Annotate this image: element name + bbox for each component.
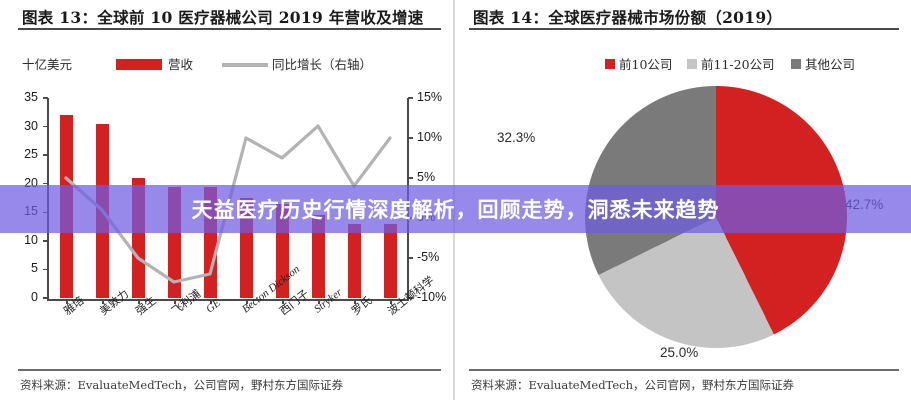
y-tick-label: 5 [31, 261, 38, 276]
legend-label-revenue: 营收 [168, 57, 194, 72]
pie-slice-value: 32.3% [497, 130, 536, 145]
chart-13-legend: 十亿美元 营收 同比增长（右轴） [0, 52, 453, 74]
footer-rule [469, 369, 899, 371]
legend-swatch [605, 59, 615, 69]
footer-rule [18, 369, 441, 371]
y2-tick-label: 5% [417, 170, 436, 184]
y-tick [43, 268, 48, 271]
chart-13-source: 资料来源：EvaluateMedTech，公司官网，野村东方国际证券 [20, 378, 343, 392]
y-tick [43, 154, 48, 156]
x-tick [354, 299, 356, 304]
y2-tick-label: 10% [417, 130, 443, 144]
legend-label-growth: 同比增长（右轴） [272, 57, 373, 72]
x-tick [390, 299, 392, 304]
y-tick-label: 10 [24, 232, 38, 247]
y2-tick-label: 15% [417, 90, 443, 104]
pie-slice-value: 25.0% [660, 345, 699, 360]
y2-tick [408, 97, 413, 99]
y-tick [43, 297, 48, 299]
x-tick [246, 299, 248, 304]
y2-tick-label: -5% [417, 250, 440, 264]
y-tick-label: 0 [31, 290, 38, 304]
bar [383, 223, 397, 298]
x-tick [210, 299, 212, 304]
overlay-banner-text: 天益医疗历史行情深度解析，回顾走势，洞悉未来趋势 [191, 198, 720, 222]
y-tick [43, 97, 48, 99]
y2-tick-label: -10% [417, 290, 447, 304]
y-axis-unit-label: 十亿美元 [22, 57, 73, 72]
x-tick [66, 299, 68, 304]
bar [311, 215, 325, 298]
y2-tick [408, 177, 413, 179]
chart-14-legend: 前10公司 前11-20公司 其他公司 [455, 52, 911, 74]
legend-swatch [687, 59, 697, 69]
y2-tick [408, 297, 413, 299]
y-tick-label: 35 [24, 90, 38, 104]
x-tick [138, 299, 140, 304]
legend-swatch-growth [222, 63, 268, 67]
overlay-banner: 天益医疗历史行情深度解析，回顾走势，洞悉未来趋势 [0, 185, 911, 233]
title-rule [469, 28, 899, 30]
chart-14-title: 图表 14：全球医疗器械市场份额（2019） [473, 8, 783, 27]
title-rule [18, 28, 441, 30]
y-tick [43, 182, 48, 185]
chart-13-title: 图表 13：全球前 10 医疗器械公司 2019 年营收及增速 [22, 8, 424, 27]
y-tick [43, 125, 48, 128]
x-tick [174, 299, 176, 304]
y2-tick [408, 137, 413, 139]
bar [347, 223, 361, 298]
x-tick [282, 299, 284, 304]
x-axis [47, 299, 409, 301]
legend-label: 其他公司 [805, 57, 856, 72]
y-tick [43, 240, 48, 242]
x-tick [102, 299, 104, 304]
y2-tick [408, 257, 413, 259]
chart-14-source: 资料来源：EvaluateMedTech，公司官网，野村东方国际证券 [471, 378, 794, 392]
legend-swatch-revenue [116, 59, 162, 70]
legend-label: 前11-20公司 [701, 57, 775, 72]
legend-label: 前10公司 [619, 57, 673, 72]
y-tick-label: 30 [24, 118, 38, 133]
y-tick-label: 25 [24, 147, 38, 162]
legend-swatch [791, 59, 801, 69]
x-tick [318, 299, 320, 304]
